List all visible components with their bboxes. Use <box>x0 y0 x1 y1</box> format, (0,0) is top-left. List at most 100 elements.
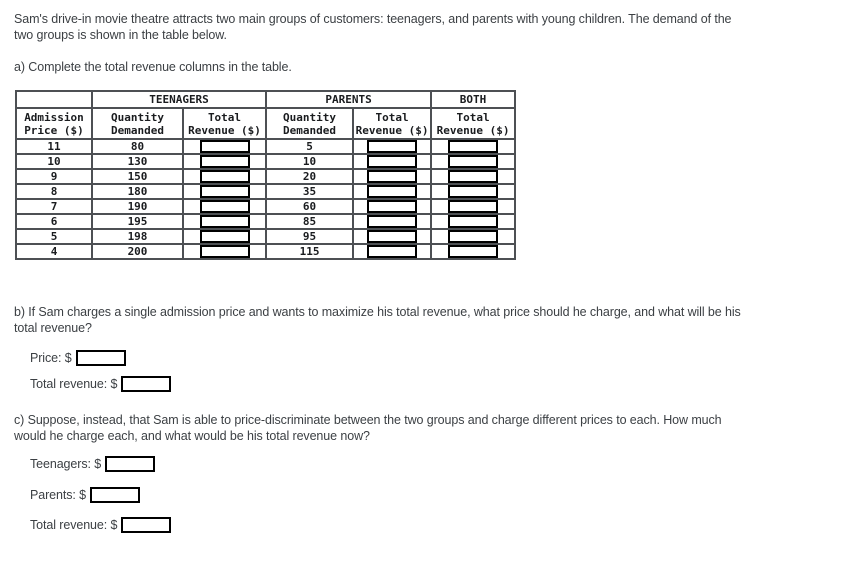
section-b-line-1: b) If Sam charges a single admission pri… <box>14 305 741 319</box>
parent-revenue-input[interactable] <box>367 246 418 257</box>
parent-quantity-cell: 10 <box>265 153 355 170</box>
single-total-revenue-answer-row: Total revenue: $ <box>30 375 172 393</box>
both-revenue-input[interactable] <box>448 171 499 182</box>
admission-price-cell: 9 <box>15 168 93 185</box>
parents-group-header: PARENTS <box>265 90 433 109</box>
teen-quantity-cell: 195 <box>91 213 184 230</box>
both-revenue-cell <box>430 198 517 215</box>
both-revenue-cell <box>430 243 517 260</box>
teen-revenue-input[interactable] <box>199 246 250 257</box>
parent-quantity-cell: 5 <box>265 138 355 155</box>
teenagers-price-label: Teenagers: $ <box>30 457 102 471</box>
teen-revenue-cell <box>181 213 268 230</box>
teen-revenue-header: Total Revenue ($) <box>181 107 268 140</box>
section-a-label: a) Complete the total revenue columns in… <box>14 60 292 74</box>
parent-quantity-cell: 20 <box>265 168 355 185</box>
section-b-question: b) If Sam charges a single admission pri… <box>14 305 741 336</box>
parent-revenue-input[interactable] <box>367 186 418 197</box>
teen-revenue-input[interactable] <box>199 201 250 212</box>
admission-price-cell: 7 <box>15 198 93 215</box>
single-total-revenue-label: Total revenue: $ <box>30 377 118 391</box>
parent-revenue-input[interactable] <box>367 231 418 242</box>
price-input[interactable] <box>75 350 126 366</box>
parent-quantity-cell: 60 <box>265 198 355 215</box>
discriminate-total-revenue-answer-row: Total revenue: $ <box>30 516 172 534</box>
teen-quantity-header: Quantity Demanded <box>91 107 184 140</box>
admission-price-cell: 11 <box>15 138 93 155</box>
both-revenue-input[interactable] <box>448 246 499 257</box>
teen-revenue-cell <box>181 183 268 200</box>
both-revenue-input[interactable] <box>448 141 499 152</box>
teen-quantity-cell: 200 <box>91 243 184 260</box>
discriminate-total-revenue-input[interactable] <box>121 517 172 533</box>
teenagers-price-answer-row: Teenagers: $ <box>30 455 156 473</box>
empty-corner-cell <box>15 90 93 109</box>
group-header-row: TEENAGERS PARENTS BOTH <box>15 90 517 109</box>
admission-price-cell: 4 <box>15 243 93 260</box>
both-group-header: BOTH <box>430 90 517 109</box>
admission-price-cell: 10 <box>15 153 93 170</box>
parent-quantity-cell: 35 <box>265 183 355 200</box>
teen-revenue-cell <box>181 138 268 155</box>
teenagers-price-input[interactable] <box>105 456 156 472</box>
parent-revenue-input[interactable] <box>367 171 418 182</box>
section-b-line-2: total revenue? <box>14 320 92 335</box>
both-revenue-cell <box>430 153 517 170</box>
parent-revenue-input[interactable] <box>367 141 418 152</box>
both-revenue-cell <box>430 183 517 200</box>
both-revenue-input[interactable] <box>448 186 499 197</box>
teen-revenue-input[interactable] <box>199 216 250 227</box>
table-row: 6 195 85 <box>15 213 517 230</box>
both-revenue-cell <box>430 228 517 245</box>
parent-revenue-input[interactable] <box>367 201 418 212</box>
parent-quantity-cell: 95 <box>265 228 355 245</box>
parent-revenue-cell <box>352 228 433 245</box>
teen-quantity-cell: 80 <box>91 138 184 155</box>
parents-price-input[interactable] <box>89 487 140 503</box>
parent-quantity-cell: 115 <box>265 243 355 260</box>
table-row: 10 130 10 <box>15 153 517 170</box>
both-revenue-input[interactable] <box>448 156 499 167</box>
parent-quantity-header: Quantity Demanded <box>265 107 355 140</box>
parent-revenue-cell <box>352 138 433 155</box>
intro-line-1: Sam's drive-in movie theatre attracts tw… <box>14 12 732 26</box>
teen-revenue-input[interactable] <box>199 156 250 167</box>
teen-revenue-cell <box>181 168 268 185</box>
table-row: 9 150 20 <box>15 168 517 185</box>
admission-price-cell: 8 <box>15 183 93 200</box>
teen-revenue-cell <box>181 243 268 260</box>
admission-price-cell: 6 <box>15 213 93 230</box>
teen-quantity-cell: 130 <box>91 153 184 170</box>
parents-price-label: Parents: $ <box>30 488 86 502</box>
parent-revenue-header: Total Revenue ($) <box>352 107 433 140</box>
both-revenue-input[interactable] <box>448 231 499 242</box>
both-revenue-cell <box>430 138 517 155</box>
both-revenue-cell <box>430 168 517 185</box>
both-revenue-input[interactable] <box>448 201 499 212</box>
parent-revenue-cell <box>352 243 433 260</box>
section-c-line-2: would he charge each, and what would be … <box>14 428 370 443</box>
teen-revenue-input[interactable] <box>199 186 250 197</box>
section-c-question: c) Suppose, instead, that Sam is able to… <box>14 413 722 444</box>
parent-revenue-cell <box>352 153 433 170</box>
teen-revenue-input[interactable] <box>199 141 250 152</box>
table-row: 7 190 60 <box>15 198 517 215</box>
table-row: 4 200 115 <box>15 243 517 260</box>
teen-revenue-cell <box>181 228 268 245</box>
single-total-revenue-input[interactable] <box>121 376 172 392</box>
price-answer-row: Price: $ <box>30 349 126 367</box>
demand-table: TEENAGERS PARENTS BOTH Admission Price (… <box>15 90 517 260</box>
teen-revenue-input[interactable] <box>199 231 250 242</box>
parent-revenue-input[interactable] <box>367 216 418 227</box>
admission-price-header: Admission Price ($) <box>15 107 93 140</box>
parent-revenue-cell <box>352 198 433 215</box>
section-c-line-1: c) Suppose, instead, that Sam is able to… <box>14 413 722 427</box>
teen-revenue-input[interactable] <box>199 171 250 182</box>
parents-price-answer-row: Parents: $ <box>30 486 140 504</box>
both-revenue-input[interactable] <box>448 216 499 227</box>
parent-revenue-input[interactable] <box>367 156 418 167</box>
intro-line-2: two groups is shown in the table below. <box>14 27 227 42</box>
parent-revenue-cell <box>352 183 433 200</box>
teenagers-group-header: TEENAGERS <box>90 90 268 109</box>
